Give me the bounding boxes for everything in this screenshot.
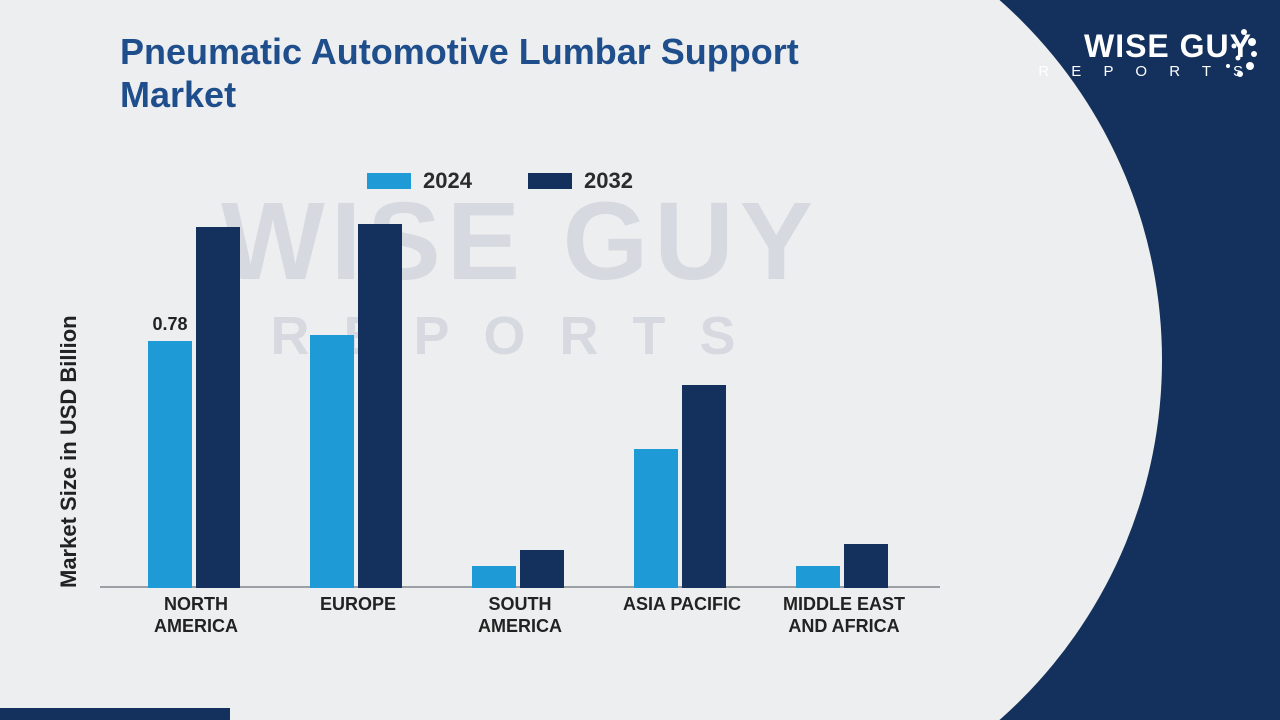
- chart-title: Pneumatic Automotive Lumbar Support Mark…: [120, 30, 900, 116]
- bar-b: [520, 550, 564, 588]
- legend: 2024 2032: [0, 168, 1000, 194]
- category-label: SOUTH AMERICA: [456, 594, 584, 637]
- bar-a: [796, 566, 840, 588]
- bar-value-label: 0.78: [140, 314, 200, 335]
- category-label: EUROPE: [294, 594, 422, 616]
- bar-a: [148, 341, 192, 588]
- legend-swatch: [367, 173, 411, 189]
- category-label: NORTH AMERICA: [132, 594, 260, 637]
- bar-b: [196, 227, 240, 588]
- y-axis-label: Market Size in USD Billion: [56, 315, 82, 588]
- legend-swatch: [528, 173, 572, 189]
- bar-b: [682, 385, 726, 588]
- bar-a: [472, 566, 516, 588]
- chart-stage: WISE GUY R E P O R T S Pneumatic Automot…: [0, 0, 1280, 720]
- footer-accent-bar: [0, 708, 230, 720]
- bar-b: [358, 224, 402, 588]
- legend-label: 2024: [423, 168, 472, 194]
- legend-label: 2032: [584, 168, 633, 194]
- category-label: ASIA PACIFIC: [618, 594, 746, 616]
- bar-a: [634, 449, 678, 588]
- brand-head-icon: [1204, 24, 1260, 80]
- bar-b: [844, 544, 888, 588]
- bar-a: [310, 335, 354, 588]
- category-label: MIDDLE EAST AND AFRICA: [780, 594, 908, 637]
- legend-item-2032: 2032: [528, 168, 633, 194]
- legend-item-2024: 2024: [367, 168, 472, 194]
- chart-plot: 0.78: [100, 208, 940, 588]
- brand-logo: WISE GUY R E P O R T S: [1038, 28, 1252, 80]
